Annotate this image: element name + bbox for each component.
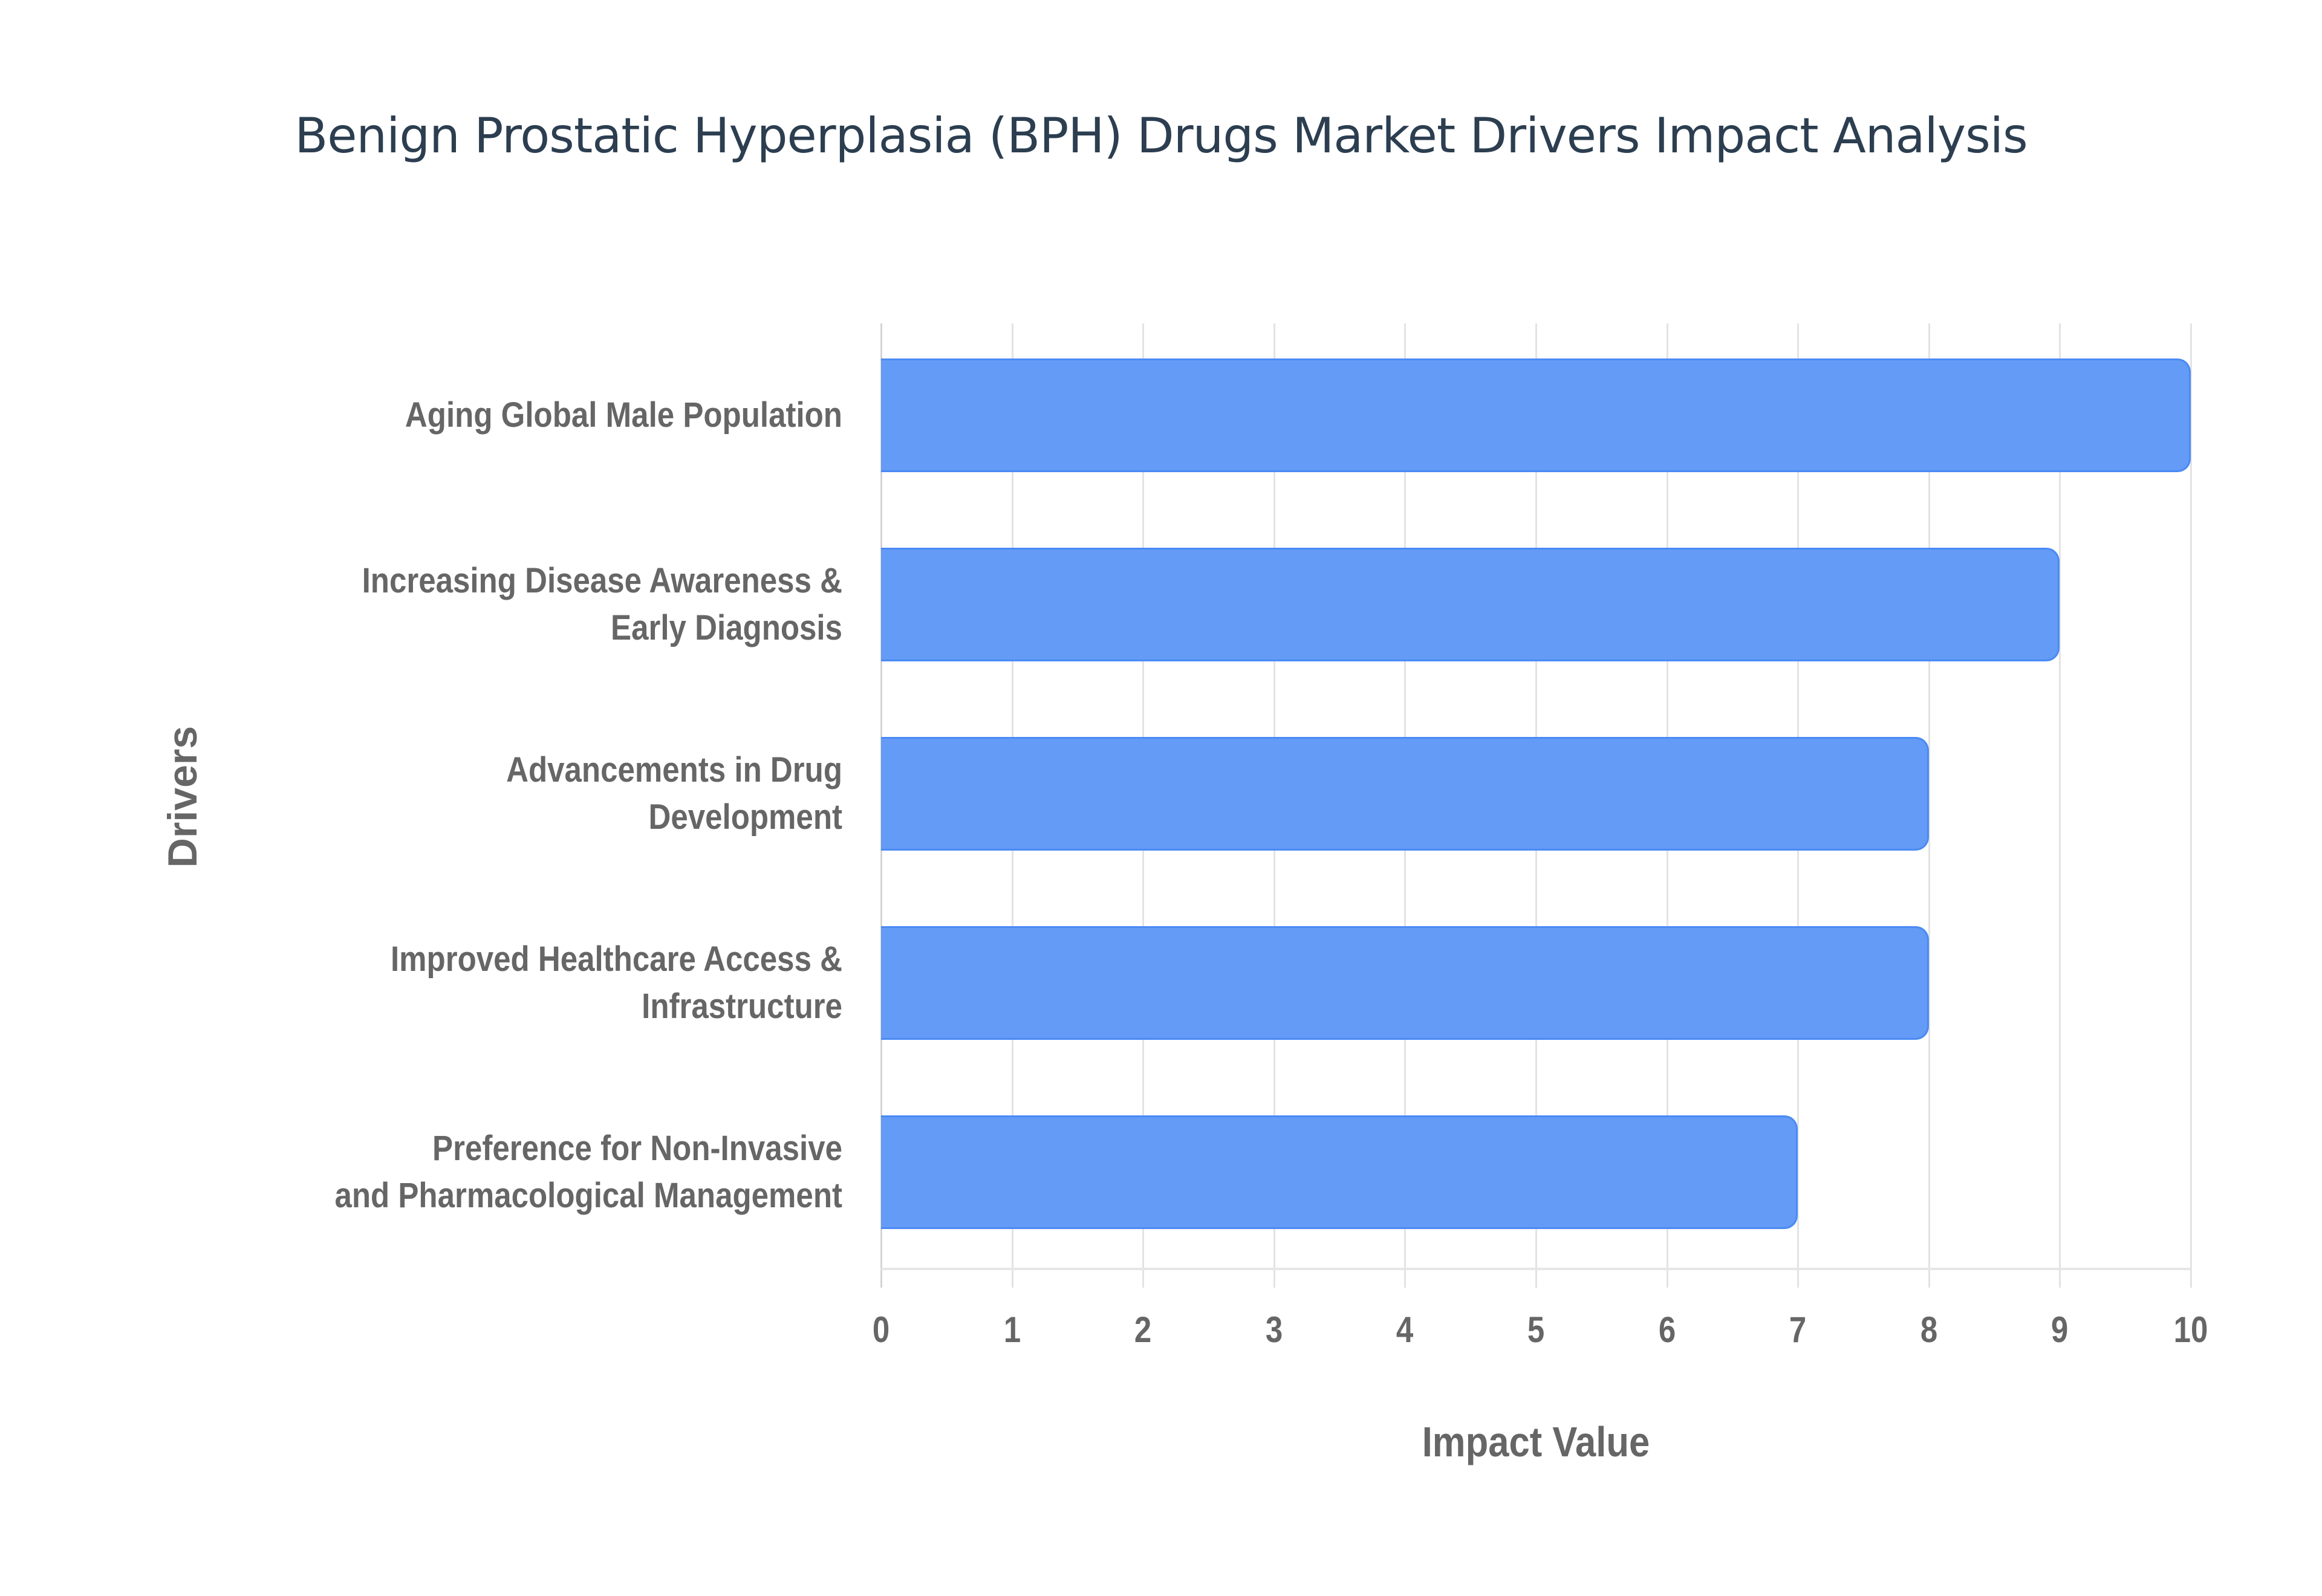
x-axis-line <box>881 1268 2191 1270</box>
y-axis-label: Improved Healthcare Access & Infrastructu… <box>151 936 842 1030</box>
bar[interactable] <box>881 358 2191 472</box>
x-axis-tick-label: 0 <box>872 1309 890 1350</box>
y-axis-label-line: Early Diagnosis <box>611 608 842 647</box>
x-axis-title: Impact Value <box>1422 1418 1650 1465</box>
x-axis-tick-label: 2 <box>1134 1309 1152 1350</box>
gridline <box>1928 323 1930 1288</box>
x-axis-tick-label: 8 <box>1920 1309 1937 1350</box>
x-axis-tick-label: 9 <box>2051 1309 2069 1350</box>
y-axis-label: Aging Global Male Population <box>151 392 842 439</box>
bar[interactable] <box>881 548 2060 661</box>
y-axis-label-line: Improved Healthcare Access & <box>390 939 842 979</box>
x-axis-tick-label: 3 <box>1265 1309 1283 1350</box>
y-axis-label-line: and Pharmacological Management <box>334 1176 842 1215</box>
y-axis-label-line: Increasing Disease Awareness & <box>362 561 842 600</box>
gridline <box>2190 323 2192 1288</box>
x-axis-tick-label: 7 <box>1789 1309 1807 1350</box>
bar[interactable] <box>881 737 1929 851</box>
x-axis-tick-label: 5 <box>1527 1309 1545 1350</box>
x-axis-tick-label: 6 <box>1658 1309 1676 1350</box>
chart-title: Benign Prostatic Hyperplasia (BPH) Drugs… <box>294 108 2028 164</box>
gridline <box>2059 323 2061 1288</box>
y-axis-label: Preference for Non-Invasive and Pharmacol… <box>151 1125 842 1219</box>
x-axis-tick-label: 10 <box>2173 1309 2208 1350</box>
y-axis-label-line: Advancements in Drug <box>506 750 842 790</box>
bar[interactable] <box>881 1115 1798 1229</box>
y-axis-label-line: Infrastructure <box>642 987 842 1026</box>
y-axis-label: Advancements in Drug Development <box>151 747 842 841</box>
x-axis-tick-label: 4 <box>1396 1309 1414 1350</box>
y-axis-label-line: Preference for Non-Invasive <box>432 1129 842 1168</box>
plot-area <box>880 323 2192 1288</box>
y-axis-label: Increasing Disease Awareness & Early Diag… <box>151 557 842 652</box>
bar[interactable] <box>881 926 1929 1040</box>
y-axis-label-line: Aging Global Male Population <box>405 395 842 435</box>
y-axis-label-line: Development <box>648 797 842 837</box>
x-axis-tick-label: 1 <box>1003 1309 1021 1350</box>
